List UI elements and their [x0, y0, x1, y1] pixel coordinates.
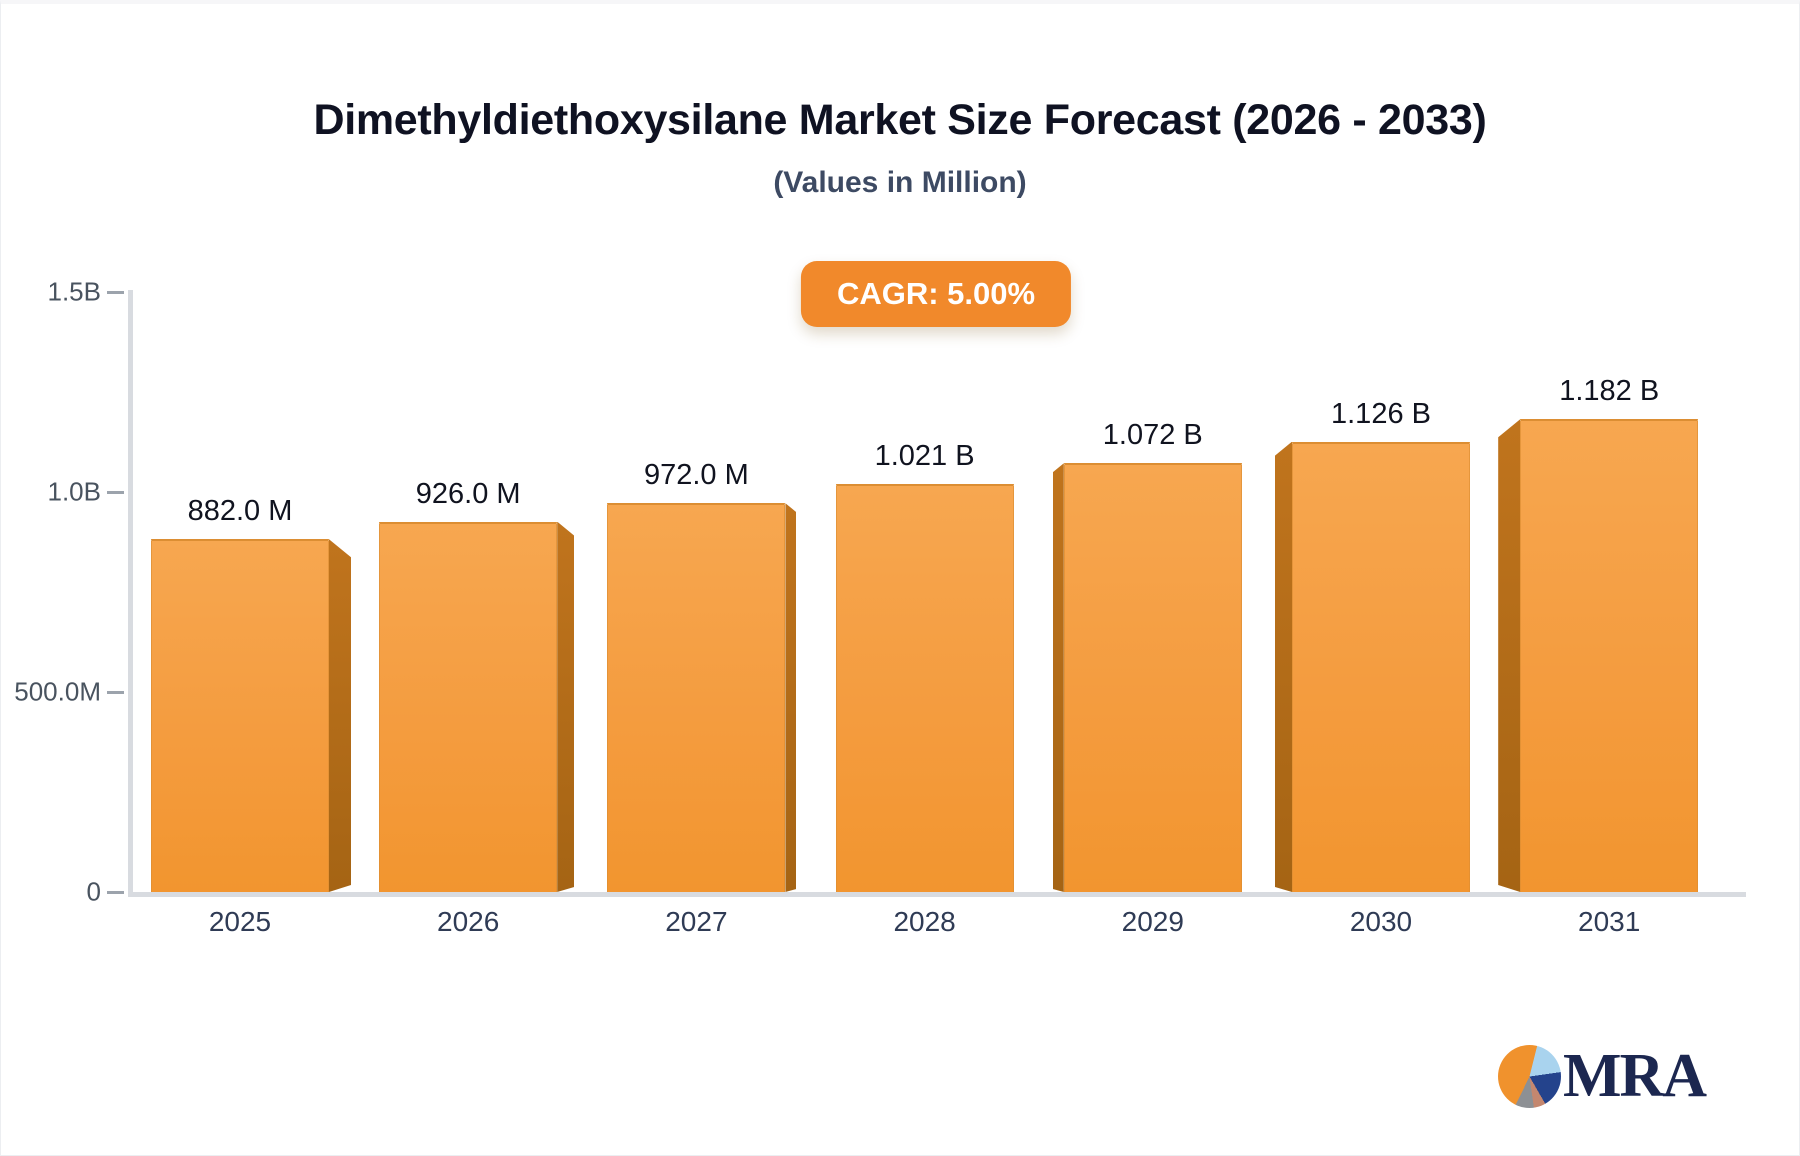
y-axis-tick-label: 500.0M: [14, 676, 101, 707]
y-axis-tick-label: 0: [86, 876, 101, 907]
bar-value-label: 1.072 B: [1102, 419, 1203, 452]
chart-bar-2029[interactable]: [1063, 463, 1242, 892]
chart-bar-3d-side: [557, 522, 574, 892]
chart-bar-3d-side: [1498, 419, 1520, 892]
y-axis-tick-label: 1.5B: [47, 276, 102, 307]
bar-value-label: 1.182 B: [1559, 375, 1660, 408]
mra-logo: MRA: [1498, 1041, 1707, 1110]
y-axis-tick-mark: [107, 691, 124, 694]
chart-bar-2025[interactable]: [151, 539, 329, 892]
cagr-badge: CAGR: 5.00%: [800, 261, 1072, 327]
x-axis-label-2029: 2029: [1121, 906, 1184, 937]
chart-bar-2027[interactable]: [607, 503, 786, 892]
chart-subtitle: (Values in Million): [773, 166, 1027, 199]
x-axis-label-2030: 2030: [1349, 906, 1413, 937]
bar-value-label: 1.021 B: [874, 439, 975, 472]
bar-value-label: 972.0 M: [643, 459, 749, 492]
chart-bar-2030[interactable]: [1292, 441, 1470, 892]
x-axis-label-2025: 2025: [208, 906, 272, 937]
y-axis-tick-mark: [107, 291, 124, 294]
x-axis-label-2026: 2026: [437, 906, 500, 937]
y-axis-tick-mark: [107, 891, 124, 894]
x-axis-label-2027: 2027: [665, 906, 728, 937]
x-axis-label-2031: 2031: [1578, 906, 1641, 937]
chart-bar-2028[interactable]: [835, 483, 1014, 892]
chart-bar-3d-side: [785, 503, 796, 892]
chart-bar-3d-side: [1275, 442, 1292, 892]
chart-title: Dimethyldiethoxysilane Market Size Forec…: [313, 96, 1487, 144]
pie-chart-logo-icon: [1498, 1044, 1561, 1108]
bar-value-label: 926.0 M: [415, 477, 521, 510]
chart-bar-2026[interactable]: [379, 521, 558, 892]
bar-value-label: 882.0 M: [187, 495, 293, 528]
chart-bar-3d-side: [329, 539, 351, 892]
y-axis-tick-label: 1.0B: [47, 476, 102, 507]
logo-text: MRA: [1563, 1041, 1707, 1110]
y-axis-tick-mark: [107, 491, 124, 494]
y-axis-line: [128, 290, 133, 896]
chart-bar-2031[interactable]: [1520, 419, 1699, 892]
bar-value-label: 1.126 B: [1331, 397, 1431, 430]
x-axis-label-2028: 2028: [893, 906, 956, 937]
chart-bar-3d-side: [1053, 463, 1064, 892]
x-axis-line: [128, 892, 1746, 897]
